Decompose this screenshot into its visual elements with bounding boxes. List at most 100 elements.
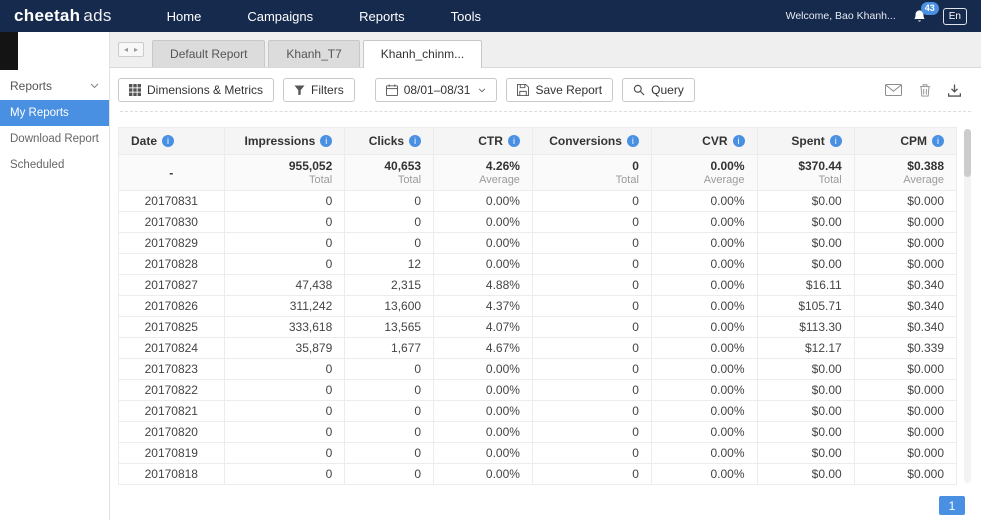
column-header-ctr[interactable]: CTR i [433, 127, 533, 155]
value-cell: 0.00% [650, 421, 758, 443]
totals-value-cell: 4.26% Average [433, 154, 533, 191]
main-content: ◂ ▸ Default Report Khanh_T7 Khanh_chinm...… [110, 32, 981, 520]
tab-prev-arrow-icon[interactable]: ◂ [124, 45, 129, 54]
date-cell: 20170831 [118, 190, 225, 212]
value-cell: 0 [344, 211, 435, 233]
column-label: Conversions [549, 134, 622, 148]
value-cell: $0.340 [853, 295, 958, 317]
value-cell: $0.00 [756, 211, 855, 233]
save-icon [517, 84, 530, 96]
query-label: Query [651, 83, 684, 97]
main-nav: Home Campaigns Reports Tools [167, 9, 481, 24]
report-tab-default-report[interactable]: Default Report [152, 40, 266, 67]
value-cell: $0.000 [853, 379, 958, 401]
table-body: 20170831 0 0 0.00% 0 0.00% $0.00 $0.000 20170830… [118, 190, 958, 485]
nav-item-tools[interactable]: Tools [450, 8, 482, 24]
info-icon[interactable]: i [162, 135, 175, 147]
notifications-button[interactable]: 43 [912, 1, 939, 24]
value-cell: 0 [344, 421, 435, 443]
value-cell: $113.30 [756, 316, 855, 338]
value-cell: 0 [344, 232, 435, 254]
column-header-cvr[interactable]: CVR i [650, 127, 758, 155]
table-row: 20170827 47,438 2,315 4.88% 0 0.00% $16.11 $0.3… [118, 274, 958, 296]
save-report-button[interactable]: Save Report [506, 78, 614, 102]
date-cell: 20170825 [118, 316, 225, 338]
value-cell: 0 [223, 400, 346, 422]
value-cell: 0.00% [433, 358, 533, 380]
language-selector[interactable]: En [942, 7, 967, 25]
report-tab-khanh-t7[interactable]: Khanh_T7 [268, 40, 360, 67]
brand-logo[interactable]: cheetah ads [14, 6, 112, 26]
value-cell: 0.00% [650, 232, 758, 254]
value-cell: $0.000 [853, 211, 958, 233]
info-icon[interactable]: i [732, 135, 745, 147]
trash-icon[interactable] [919, 83, 931, 97]
welcome-text: Welcome, Bao Khanh... [786, 10, 896, 22]
value-cell: 0 [223, 421, 346, 443]
toolbar-right-icons [885, 83, 971, 97]
dimensions-metrics-label: Dimensions & Metrics [147, 83, 264, 97]
column-header-impressions[interactable]: Impressions i [223, 127, 346, 155]
download-icon[interactable] [948, 83, 961, 97]
navbar-right: Welcome, Bao Khanh... 43 En [786, 1, 967, 25]
sidebar-item-my-reports[interactable]: My Reports [0, 100, 109, 126]
column-header-cpm[interactable]: CPM i [853, 127, 958, 155]
info-icon[interactable]: i [409, 135, 422, 147]
value-cell: 0.00% [433, 253, 533, 275]
sidebar-section-reports[interactable]: Reports [0, 70, 109, 100]
value-cell: 0 [531, 253, 652, 275]
username[interactable]: Bao Khanh... [835, 10, 896, 22]
value-cell: 0.00% [433, 211, 533, 233]
query-button[interactable]: Query [622, 78, 695, 102]
column-header-spent[interactable]: Spent i [756, 127, 855, 155]
dimensions-metrics-button[interactable]: Dimensions & Metrics [118, 78, 275, 102]
value-cell: 0 [531, 442, 652, 464]
nav-item-reports[interactable]: Reports [359, 8, 405, 24]
toolbar-divider [120, 111, 971, 112]
table-row: 20170822 0 0 0.00% 0 0.00% $0.00 $0.000 [118, 379, 958, 401]
value-cell: 0 [223, 190, 346, 212]
value-cell: 0.00% [650, 400, 758, 422]
value-cell: 0 [223, 463, 346, 485]
info-icon[interactable]: i [829, 135, 842, 147]
info-icon[interactable]: i [932, 135, 944, 147]
value-cell: $0.00 [756, 463, 855, 485]
value-cell: 0.00% [650, 379, 758, 401]
column-header-clicks[interactable]: Clicks i [344, 127, 435, 155]
value-cell: 0 [223, 379, 346, 401]
totals-date-cell: - [118, 154, 225, 191]
sidebar-item-download-report[interactable]: Download Report [10, 133, 99, 145]
email-icon[interactable] [885, 84, 902, 96]
date-range-button[interactable]: 08/01–08/31 [374, 78, 498, 102]
page-1-button[interactable]: 1 [939, 496, 965, 515]
scrollbar-thumb[interactable] [964, 129, 971, 177]
nav-item-home[interactable]: Home [166, 8, 202, 24]
value-cell: 4.07% [433, 316, 533, 338]
sidebar-item-scheduled[interactable]: Scheduled [10, 159, 65, 171]
save-report-label: Save Report [535, 83, 603, 97]
value-cell: 0.00% [650, 358, 758, 380]
report-tab-khanh-chinm[interactable]: Khanh_chinm... [362, 40, 483, 68]
value-cell: 2,315 [344, 274, 435, 296]
sidebar-collapse-strip[interactable] [0, 32, 18, 70]
value-cell: 0.00% [433, 379, 533, 401]
info-icon[interactable]: i [507, 135, 520, 147]
tab-next-arrow-icon[interactable]: ▸ [134, 45, 139, 54]
value-cell: $0.00 [756, 421, 855, 443]
filters-button[interactable]: Filters [283, 78, 355, 102]
info-icon[interactable]: i [626, 135, 639, 147]
value-cell: 47,438 [223, 274, 346, 296]
table-scrollbar[interactable] [964, 129, 971, 484]
value-cell: 4.88% [433, 274, 533, 296]
totals-row: -955,052 Total 40,653 Total 4.26% Average 0 Tot… [118, 154, 958, 191]
table-row: 20170829 0 0 0.00% 0 0.00% $0.00 $0.000 [118, 232, 958, 254]
filters-label: Filters [311, 83, 344, 97]
date-cell: 20170821 [118, 400, 225, 422]
value-cell: 13,600 [344, 295, 435, 317]
value-cell: 0.00% [650, 253, 758, 275]
table-row: 20170825 333,618 13,565 4.07% 0 0.00% $113.30 $… [118, 316, 958, 338]
column-header-conversions[interactable]: Conversions i [531, 127, 652, 155]
column-header-date[interactable]: Date i [118, 127, 225, 155]
nav-item-campaigns[interactable]: Campaigns [247, 8, 314, 24]
info-icon[interactable]: i [320, 135, 333, 147]
